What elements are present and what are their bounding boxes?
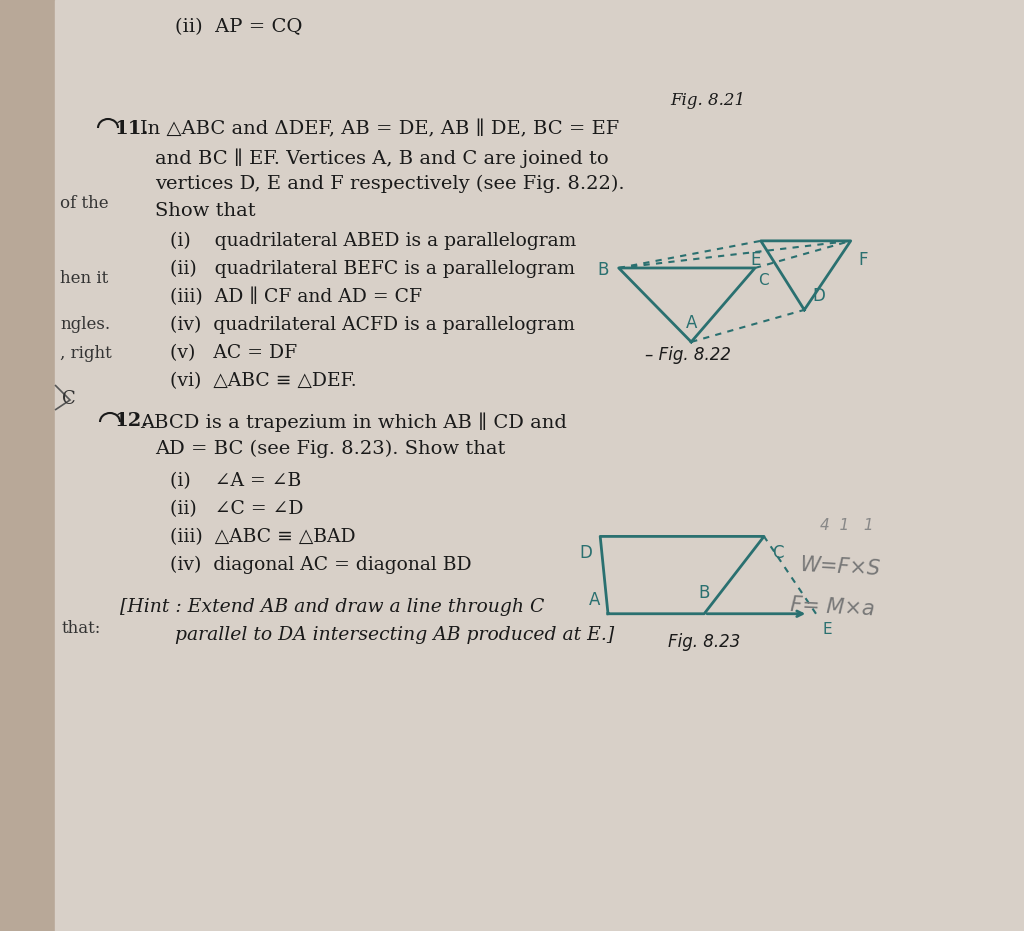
Text: (v)   AC = DF: (v) AC = DF xyxy=(170,344,297,362)
Text: B: B xyxy=(597,261,608,279)
Text: B: B xyxy=(698,584,710,601)
Text: F: F xyxy=(859,250,868,269)
Text: parallel to DA intersecting AB produced at E.]: parallel to DA intersecting AB produced … xyxy=(175,626,614,644)
Text: (iv)  diagonal AC = diagonal BD: (iv) diagonal AC = diagonal BD xyxy=(170,556,472,574)
Bar xyxy=(0,0,55,931)
Text: of the: of the xyxy=(60,195,109,212)
Text: ngles.: ngles. xyxy=(60,316,111,333)
Text: 11.: 11. xyxy=(115,120,150,138)
Text: (iii)  AD ∥ CF and AD = CF: (iii) AD ∥ CF and AD = CF xyxy=(170,288,422,306)
Text: Fig. 8.21: Fig. 8.21 xyxy=(670,92,745,109)
Text: E: E xyxy=(751,250,761,269)
Text: F= M×a: F= M×a xyxy=(790,595,876,619)
Text: A: A xyxy=(685,314,697,332)
Text: D: D xyxy=(580,545,592,562)
Text: C: C xyxy=(758,273,769,288)
Text: (iii)  △ABC ≡ △BAD: (iii) △ABC ≡ △BAD xyxy=(170,528,355,546)
Text: – Fig. 8.22: – Fig. 8.22 xyxy=(645,346,731,364)
Text: D: D xyxy=(812,287,825,304)
Text: A: A xyxy=(589,591,600,609)
Text: W=F×S: W=F×S xyxy=(800,555,882,579)
Text: AD = BC (see Fig. 8.23). Show that: AD = BC (see Fig. 8.23). Show that xyxy=(155,440,506,458)
Text: that:: that: xyxy=(62,620,101,637)
Text: E: E xyxy=(822,622,831,637)
Text: (ii)  AP = CQ: (ii) AP = CQ xyxy=(175,18,302,36)
Text: 12.: 12. xyxy=(115,412,150,430)
Text: Show that: Show that xyxy=(155,202,256,220)
Text: C: C xyxy=(62,390,76,408)
Text: 4  1   1: 4 1 1 xyxy=(820,518,873,533)
Text: In △ABC and ΔDEF, AB = DE, AB ∥ DE, BC = EF: In △ABC and ΔDEF, AB = DE, AB ∥ DE, BC =… xyxy=(140,120,620,138)
Text: hen it: hen it xyxy=(60,270,109,287)
Text: (vi)  △ABC ≡ △DEF.: (vi) △ABC ≡ △DEF. xyxy=(170,372,356,390)
Text: (i)    ∠A = ∠B: (i) ∠A = ∠B xyxy=(170,472,301,490)
Text: Fig. 8.23: Fig. 8.23 xyxy=(668,633,740,651)
Text: C: C xyxy=(772,545,783,562)
Text: [Hint : Extend AB and draw a line through C: [Hint : Extend AB and draw a line throug… xyxy=(120,598,545,616)
Text: vertices D, E and F respectively (see Fig. 8.22).: vertices D, E and F respectively (see Fi… xyxy=(155,175,625,194)
Text: and BC ∥ EF. Vertices A, B and C are joined to: and BC ∥ EF. Vertices A, B and C are joi… xyxy=(155,148,608,168)
Text: ABCD is a trapezium in which AB ∥ CD and: ABCD is a trapezium in which AB ∥ CD and xyxy=(140,412,567,432)
Text: (ii)   ∠C = ∠D: (ii) ∠C = ∠D xyxy=(170,500,303,518)
Text: (iv)  quadrilateral ACFD is a parallelogram: (iv) quadrilateral ACFD is a parallelogr… xyxy=(170,316,574,334)
Text: (ii)   quadrilateral BEFC is a parallelogram: (ii) quadrilateral BEFC is a parallelogr… xyxy=(170,260,575,278)
Text: (i)    quadrilateral ABED is a parallelogram: (i) quadrilateral ABED is a parallelogra… xyxy=(170,232,577,250)
Text: , right: , right xyxy=(60,345,112,362)
